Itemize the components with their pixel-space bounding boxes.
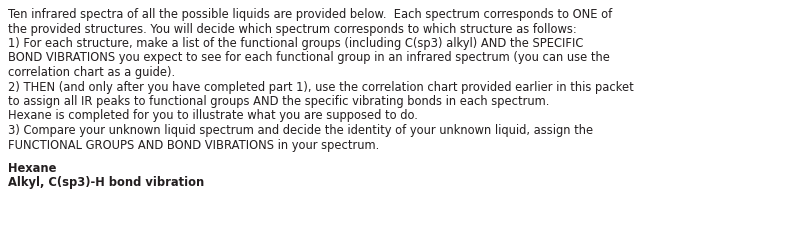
Text: Alkyl, C(sp3)-H bond vibration: Alkyl, C(sp3)-H bond vibration (8, 176, 205, 189)
Text: 2) THEN (and only after you have completed part 1), use the correlation chart pr: 2) THEN (and only after you have complet… (8, 80, 634, 94)
Text: Ten infrared spectra of all the possible liquids are provided below.  Each spect: Ten infrared spectra of all the possible… (8, 8, 612, 21)
Text: the provided structures. You will decide which spectrum corresponds to which str: the provided structures. You will decide… (8, 22, 577, 35)
Text: FUNCTIONAL GROUPS AND BOND VIBRATIONS in your spectrum.: FUNCTIONAL GROUPS AND BOND VIBRATIONS in… (8, 139, 379, 152)
Text: Hexane: Hexane (8, 162, 57, 175)
Text: correlation chart as a guide).: correlation chart as a guide). (8, 66, 175, 79)
Text: to assign all IR peaks to functional groups AND the specific vibrating bonds in : to assign all IR peaks to functional gro… (8, 95, 549, 108)
Text: 3) Compare your unknown liquid spectrum and decide the identity of your unknown : 3) Compare your unknown liquid spectrum … (8, 124, 593, 137)
Text: Hexane is completed for you to illustrate what you are supposed to do.: Hexane is completed for you to illustrat… (8, 109, 418, 122)
Text: 1) For each structure, make a list of the functional groups (including C(sp3) al: 1) For each structure, make a list of th… (8, 37, 583, 50)
Text: BOND VIBRATIONS you expect to see for each functional group in an infrared spect: BOND VIBRATIONS you expect to see for ea… (8, 52, 610, 65)
